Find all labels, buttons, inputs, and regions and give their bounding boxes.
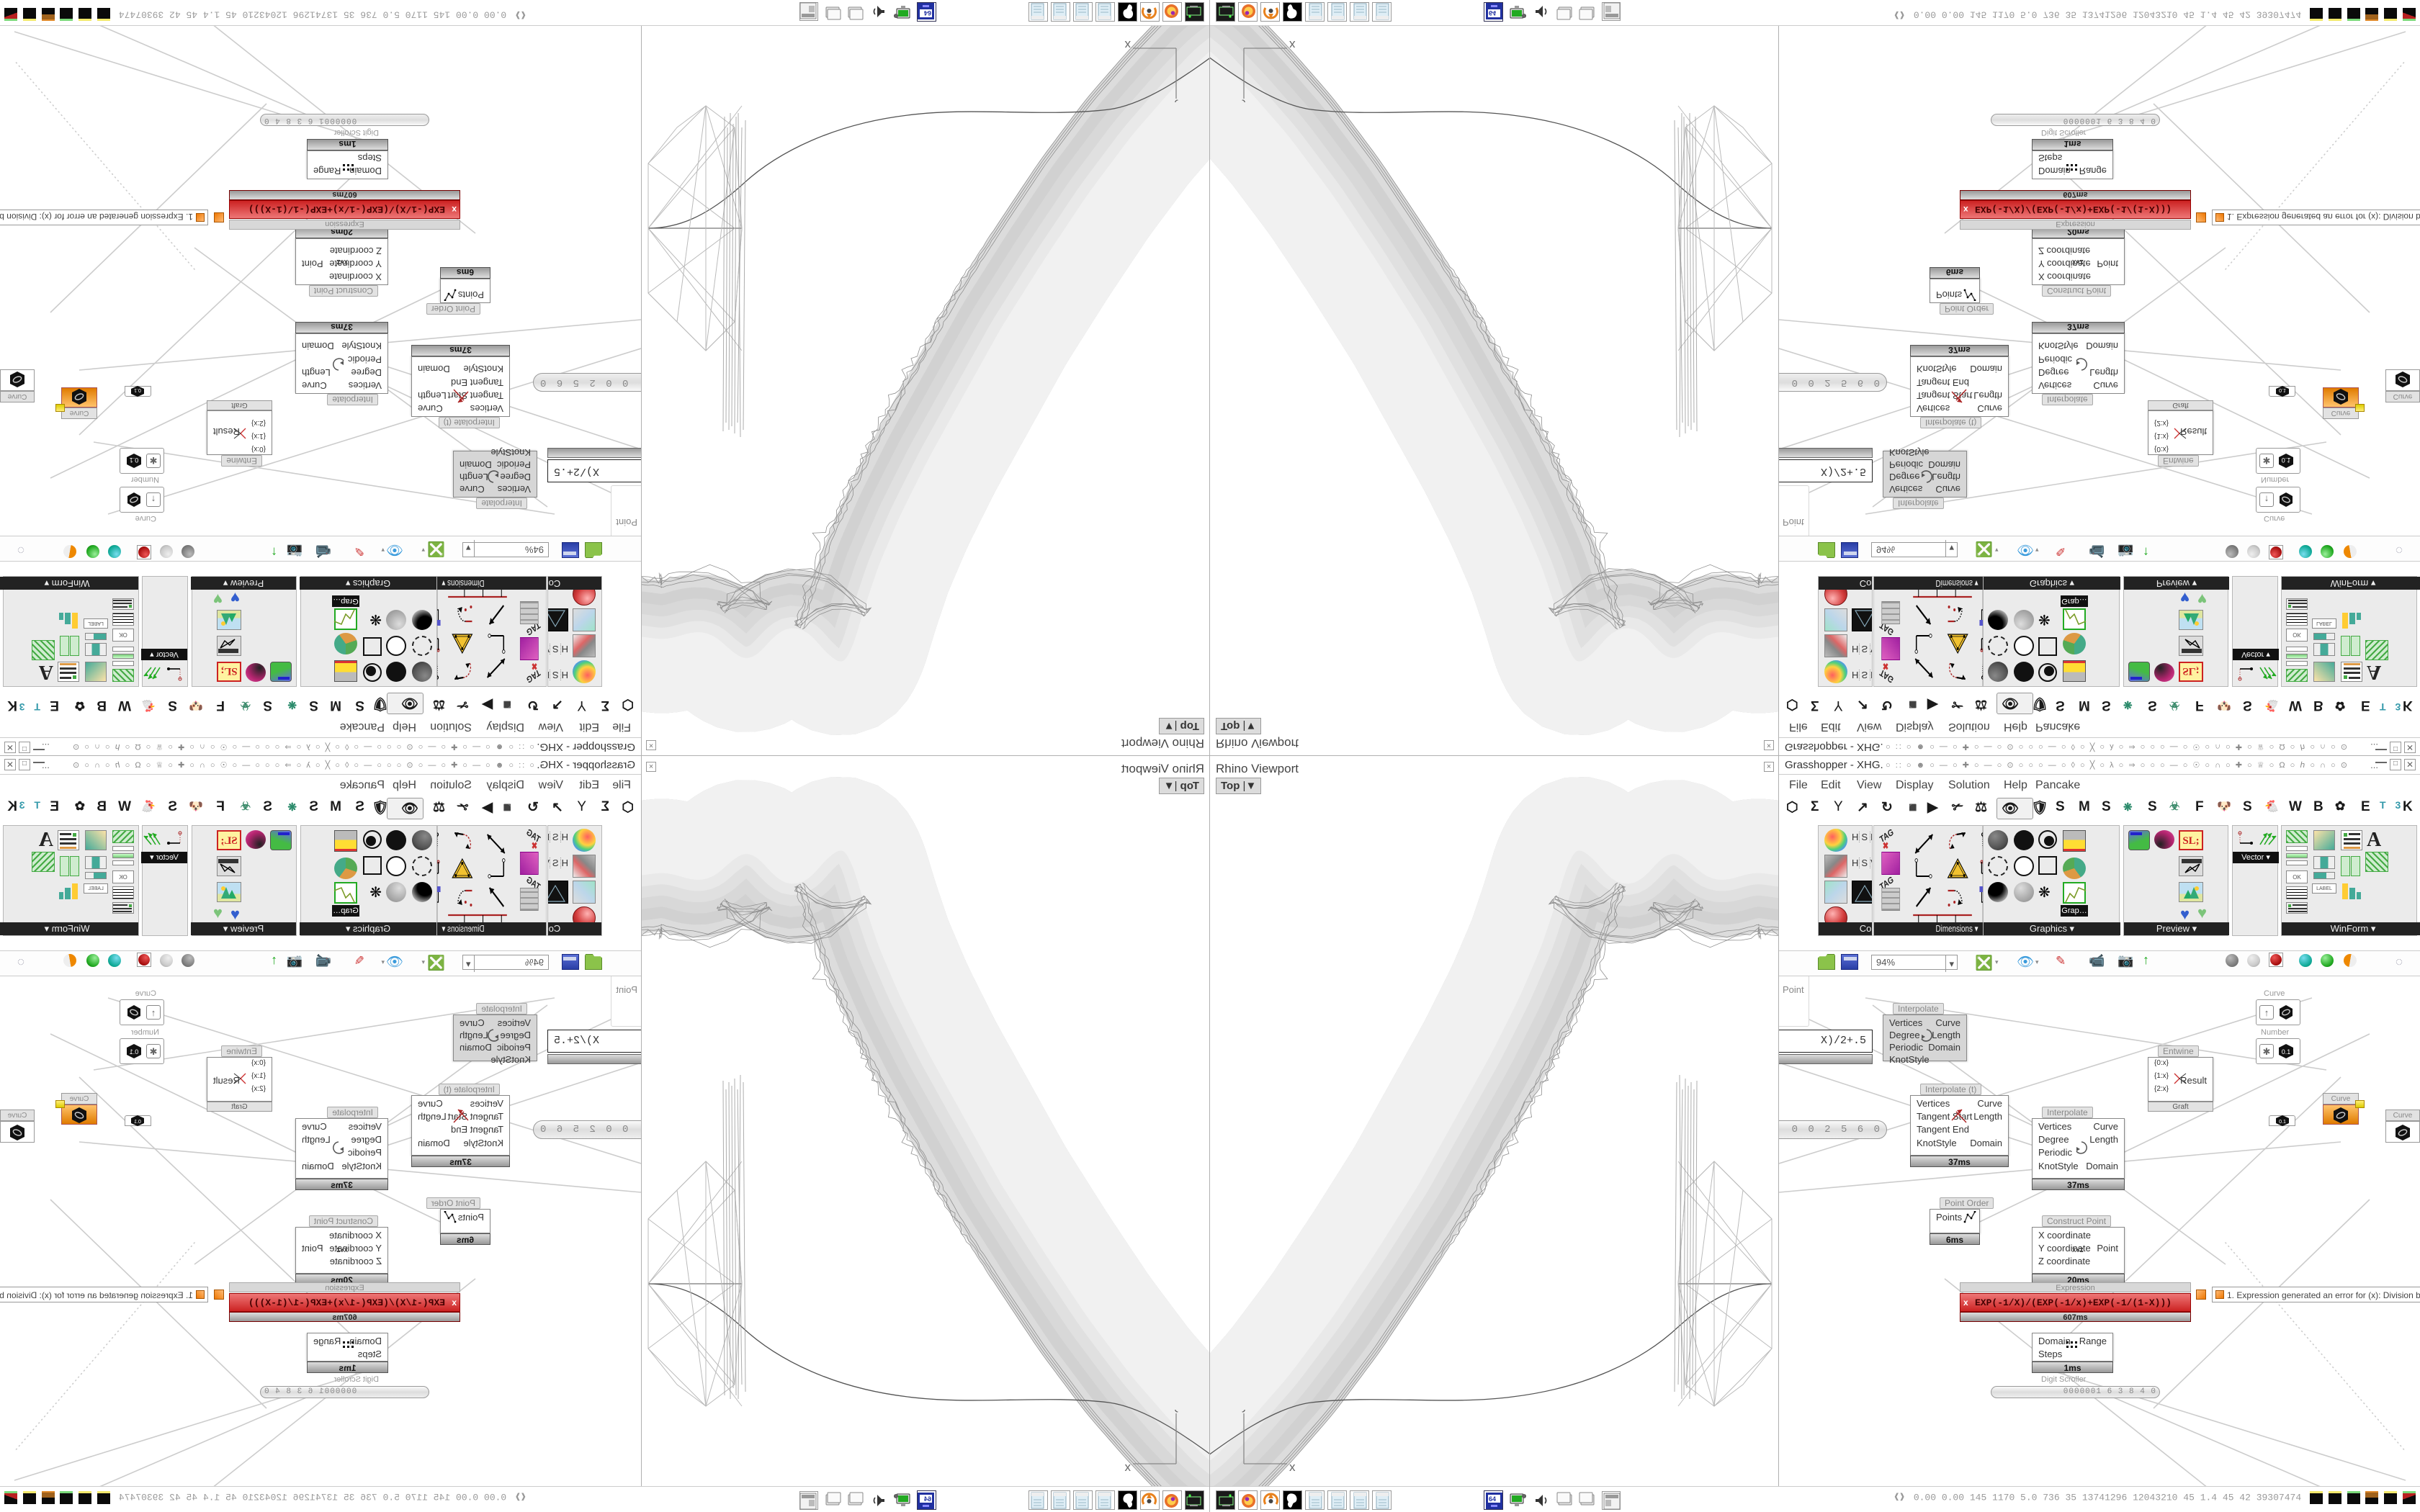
svg-text:y: y [1172, 1410, 1178, 1413]
svg-text:0.1: 0.1 [130, 456, 139, 464]
svg-text:64: 64 [924, 1495, 931, 1503]
svg-text:y: y [1242, 99, 1248, 102]
svg-text:x: x [1289, 1460, 1296, 1474]
svg-text:0.1: 0.1 [135, 1120, 142, 1125]
svg-text:0.1: 0.1 [2279, 1120, 2286, 1125]
svg-text:0.1: 0.1 [2282, 1048, 2291, 1056]
svg-text:y: y [1242, 1410, 1248, 1413]
svg-text:x: x [1124, 38, 1131, 52]
svg-text:x: x [1124, 1460, 1131, 1474]
svg-text:0.1: 0.1 [130, 1048, 139, 1056]
svg-text:0.1: 0.1 [135, 387, 142, 392]
svg-text:0.1: 0.1 [2279, 387, 2286, 392]
svg-text:0.1: 0.1 [2282, 456, 2291, 464]
svg-text:64: 64 [1489, 9, 1496, 17]
svg-text:64: 64 [924, 9, 931, 17]
svg-text:y: y [1172, 99, 1178, 102]
svg-text:x: x [1289, 38, 1296, 52]
svg-text:64: 64 [1489, 1495, 1496, 1503]
